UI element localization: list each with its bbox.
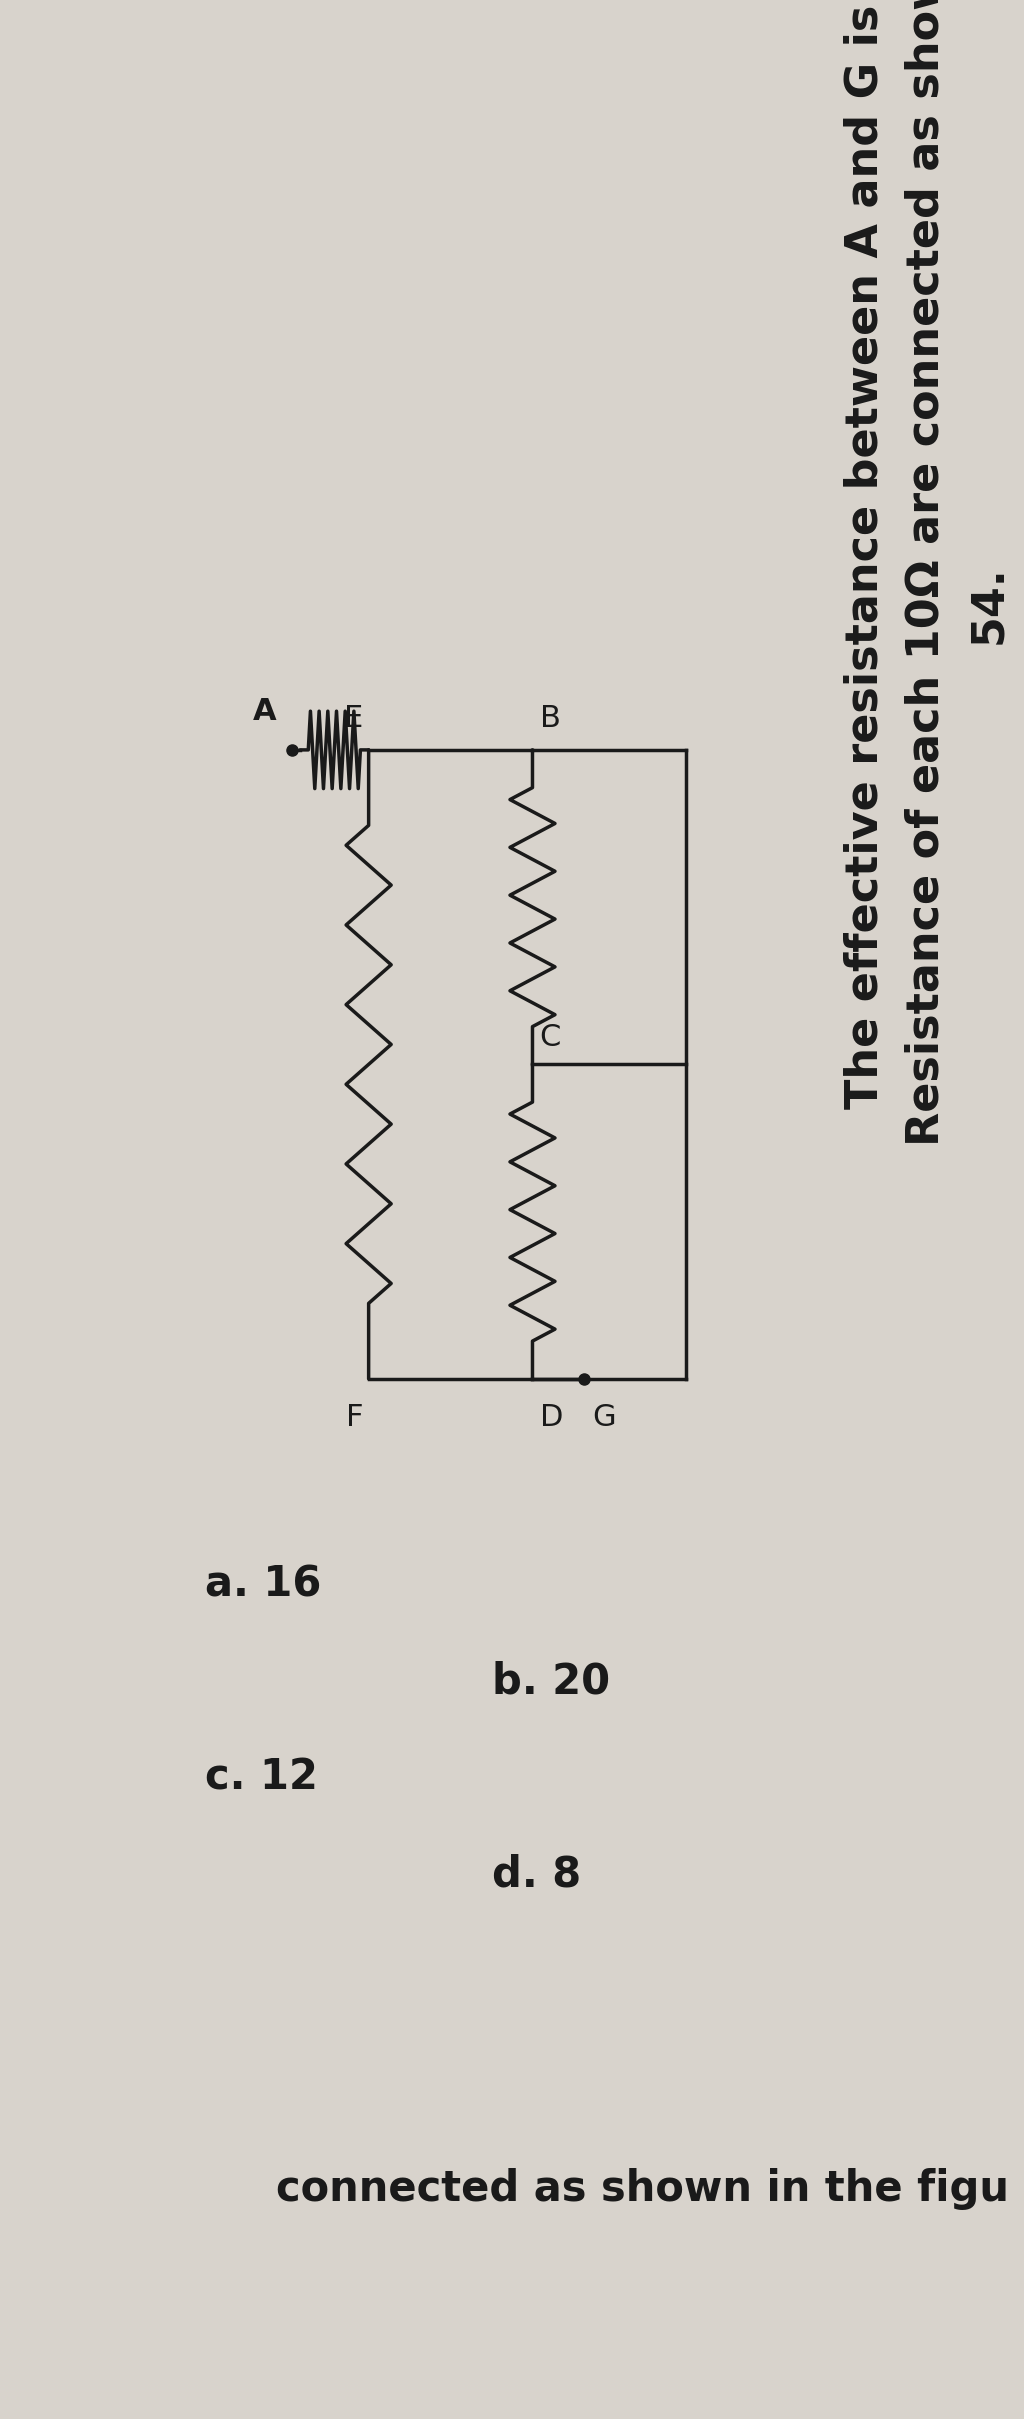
Text: c. 12: c. 12 xyxy=(205,1756,317,1800)
Text: Resistance of each 10Ω are connected as shown in the fig.: Resistance of each 10Ω are connected as … xyxy=(905,0,948,1147)
Text: b. 20: b. 20 xyxy=(492,1659,609,1703)
Text: a. 16: a. 16 xyxy=(205,1563,322,1606)
Text: B: B xyxy=(540,704,560,733)
Text: The effective resistance between A and G is: The effective resistance between A and G… xyxy=(844,5,887,1108)
Text: d. 8: d. 8 xyxy=(492,1853,581,1896)
Text: D: D xyxy=(540,1403,563,1432)
Text: F: F xyxy=(346,1403,364,1432)
Text: E: E xyxy=(344,704,364,733)
Text: connected as shown in the figu: connected as shown in the figu xyxy=(276,2167,1010,2211)
Text: 54.: 54. xyxy=(967,566,1010,643)
Text: C: C xyxy=(540,1023,561,1052)
Text: A: A xyxy=(253,697,276,726)
Text: G: G xyxy=(592,1403,615,1432)
